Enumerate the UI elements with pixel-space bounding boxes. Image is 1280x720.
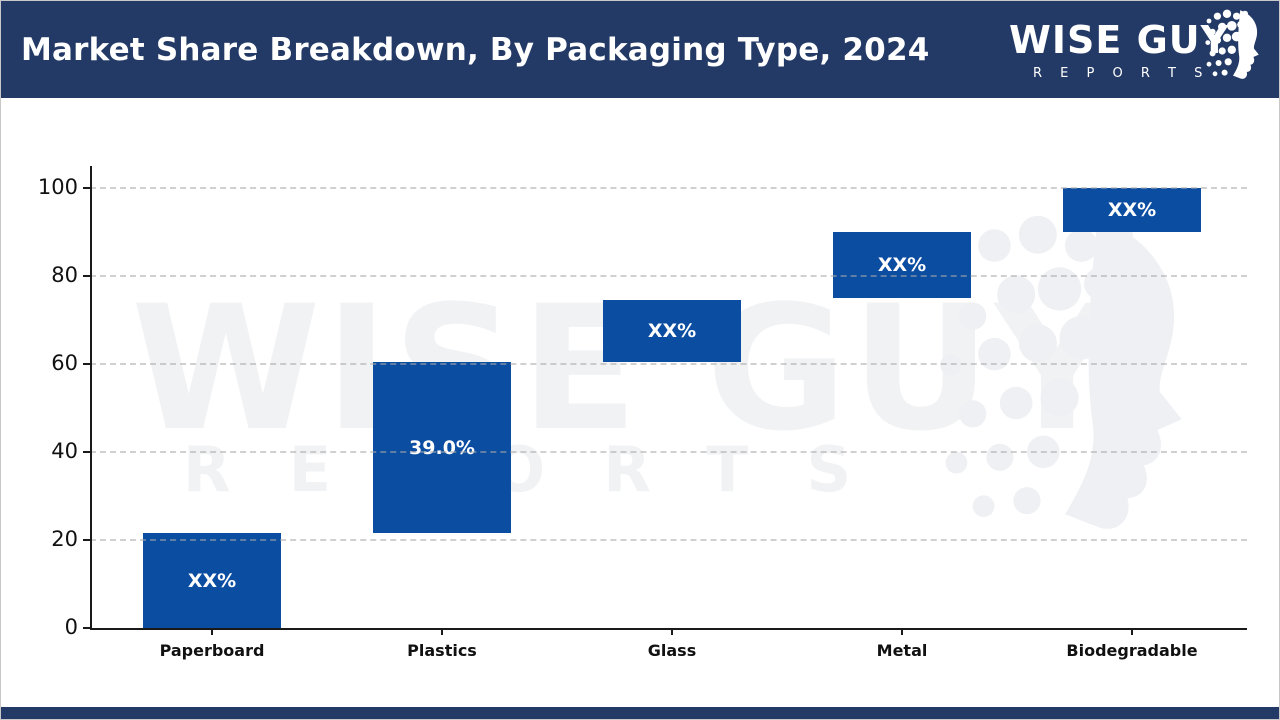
bar-biodegradable: XX% xyxy=(1063,188,1201,232)
bar-metal: XX% xyxy=(833,232,971,298)
gridline-40 xyxy=(90,451,1247,453)
bar-value-label-glass: XX% xyxy=(647,319,697,342)
x-category-label-plastics: Plastics xyxy=(407,641,477,660)
x-category-label-biodegradable: Biodegradable xyxy=(1066,641,1198,660)
x-tick-paperboard xyxy=(211,628,213,635)
bar-glass: XX% xyxy=(603,300,741,362)
y-tick-label-80: 80 xyxy=(51,263,78,287)
bar-plastics: 39.0% xyxy=(373,361,511,534)
x-category-label-paperboard: Paperboard xyxy=(159,641,265,660)
gridline-60 xyxy=(90,363,1247,365)
y-tick-40 xyxy=(83,451,90,453)
logo-face-icon xyxy=(1205,9,1259,79)
y-tick-label-100: 100 xyxy=(37,175,78,199)
gridline-20 xyxy=(90,539,1247,541)
y-tick-20 xyxy=(83,539,90,541)
x-tick-metal xyxy=(901,628,903,635)
footer-banner xyxy=(1,707,1279,719)
x-tick-biodegradable xyxy=(1131,628,1133,635)
x-tick-glass xyxy=(671,628,673,635)
bar-value-label-plastics: 39.0% xyxy=(409,436,475,459)
bar-value-label-paperboard: XX% xyxy=(187,569,237,592)
y-axis-line xyxy=(90,166,92,630)
bar-paperboard: XX% xyxy=(143,533,281,628)
x-category-label-glass: Glass xyxy=(647,641,697,660)
x-tick-plastics xyxy=(441,628,443,635)
gridline-100 xyxy=(90,187,1247,189)
y-tick-label-0: 0 xyxy=(64,615,78,639)
y-tick-0 xyxy=(83,627,90,629)
wise-guy-reports-logo: WISE GUY R E P O R T S xyxy=(1009,9,1259,81)
gridline-80 xyxy=(90,275,1247,277)
y-tick-80 xyxy=(83,275,90,277)
page-title: Market Share Breakdown, By Packaging Typ… xyxy=(21,31,930,68)
y-tick-label-20: 20 xyxy=(51,527,78,551)
bar-value-label-metal: XX% xyxy=(877,254,927,276)
logo-text-line1: WISE GUY xyxy=(1009,18,1229,62)
bar-value-label-biodegradable: XX% xyxy=(1107,199,1157,221)
y-tick-label-40: 40 xyxy=(51,439,78,463)
header-banner: Market Share Breakdown, By Packaging Typ… xyxy=(1,1,1279,98)
y-tick-label-60: 60 xyxy=(51,351,78,375)
y-tick-100 xyxy=(83,187,90,189)
watermark-text-secondary: REPORTS xyxy=(183,433,910,506)
x-category-label-metal: Metal xyxy=(876,641,928,660)
y-tick-60 xyxy=(83,363,90,365)
logo-text-line2: R E P O R T S xyxy=(1033,66,1209,81)
x-axis-line xyxy=(90,628,1247,630)
